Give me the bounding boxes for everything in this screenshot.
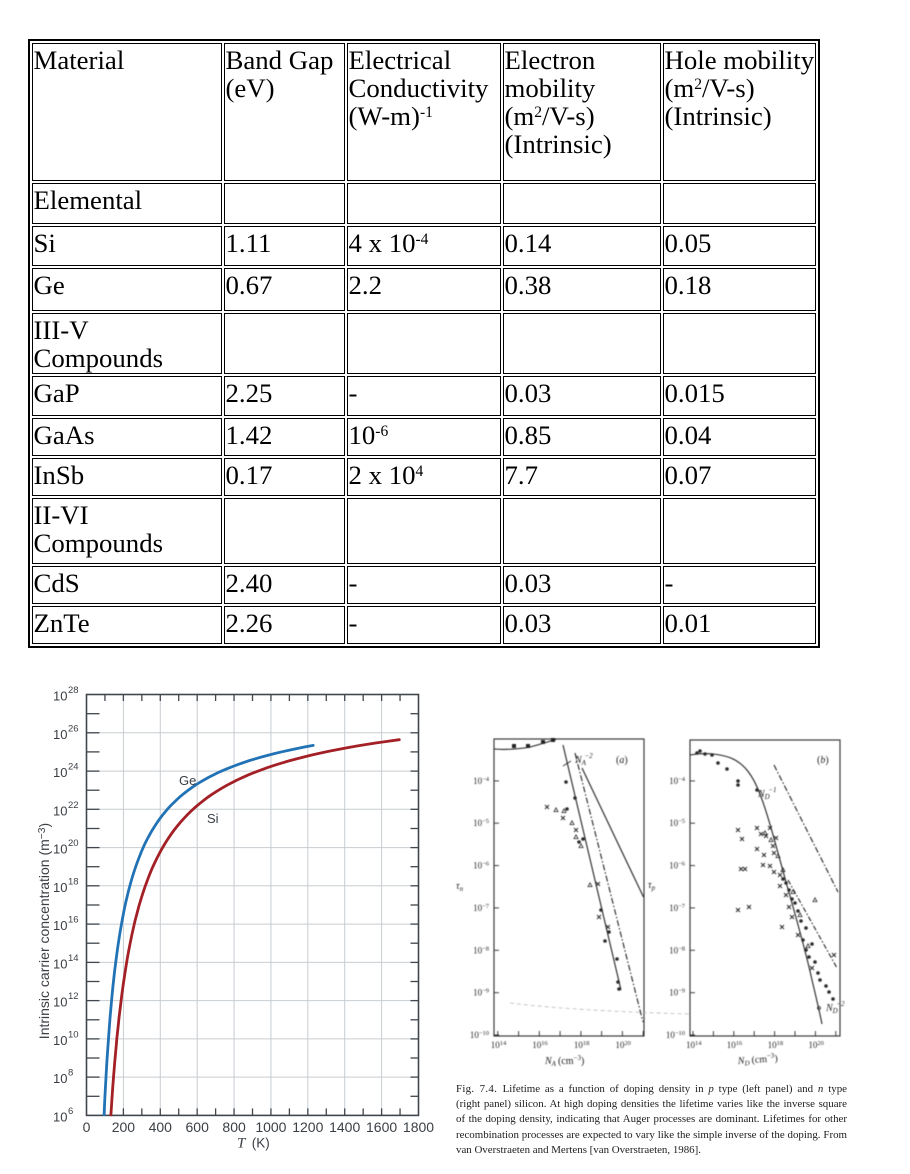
svg-text:10−4: 10−4 <box>669 776 686 786</box>
svg-text:(a): (a) <box>616 755 628 766</box>
svg-text:10: 10 <box>53 918 67 933</box>
svg-text:12: 12 <box>68 991 79 1002</box>
svg-text:τp: τp <box>648 880 656 892</box>
svg-text:NA (cm−3): NA (cm−3) <box>544 1054 584 1068</box>
svg-text:1020: 1020 <box>808 1040 824 1050</box>
svg-text:10−7: 10−7 <box>473 903 490 913</box>
svg-text:1800: 1800 <box>403 1119 434 1135</box>
svg-text:10−9: 10−9 <box>669 988 685 998</box>
svg-text:20: 20 <box>68 838 79 849</box>
svg-text:16: 16 <box>68 915 79 926</box>
svg-text:1014: 1014 <box>491 1040 507 1050</box>
svg-text:0: 0 <box>83 1119 91 1135</box>
svg-text:10: 10 <box>53 689 67 704</box>
svg-text:NA−2: NA−2 <box>574 752 593 767</box>
svg-text:10−4: 10−4 <box>473 776 490 786</box>
svg-text:10: 10 <box>53 956 67 971</box>
svg-text:ND−2: ND−2 <box>825 1000 845 1015</box>
svg-text:10−5: 10−5 <box>473 818 489 828</box>
svg-text:τn: τn <box>456 881 464 893</box>
svg-text:400: 400 <box>149 1119 173 1135</box>
svg-text:26: 26 <box>68 723 79 734</box>
svg-text:6: 6 <box>68 1106 73 1117</box>
svg-text:10−7: 10−7 <box>669 903 686 913</box>
svg-text:24: 24 <box>68 762 79 773</box>
svg-text:1020: 1020 <box>615 1040 631 1050</box>
svg-text:10−10: 10−10 <box>470 1030 489 1040</box>
svg-text:(b): (b) <box>817 755 829 766</box>
svg-text:10: 10 <box>53 1033 67 1048</box>
svg-text:8: 8 <box>68 1068 73 1079</box>
svg-text:10: 10 <box>53 1071 67 1086</box>
svg-text:10: 10 <box>53 995 67 1010</box>
svg-text:T: T <box>237 1136 247 1152</box>
svg-text:10−6: 10−6 <box>669 861 686 871</box>
svg-text:1400: 1400 <box>329 1119 360 1135</box>
svg-text:10−8: 10−8 <box>669 945 685 955</box>
svg-text:Intrinsic carrier concentratio: Intrinsic carrier concentration (m−3) <box>36 823 52 1039</box>
svg-text:Ge: Ge <box>179 773 196 788</box>
svg-text:10−10: 10−10 <box>666 1030 685 1040</box>
svg-text:14: 14 <box>68 953 79 964</box>
svg-text:10: 10 <box>53 880 67 895</box>
svg-text:10: 10 <box>53 765 67 780</box>
svg-text:200: 200 <box>112 1119 136 1135</box>
svg-text:1018: 1018 <box>574 1040 590 1050</box>
svg-text:1018: 1018 <box>768 1040 784 1050</box>
svg-text:10: 10 <box>53 803 67 818</box>
svg-text:600: 600 <box>186 1119 210 1135</box>
svg-text:(K): (K) <box>248 1136 270 1151</box>
svg-text:10−8: 10−8 <box>473 945 489 955</box>
svg-text:22: 22 <box>68 800 79 811</box>
svg-text:ND (cm−3): ND (cm−3) <box>736 1051 778 1068</box>
svg-text:28: 28 <box>68 685 79 696</box>
svg-text:1016: 1016 <box>532 1040 548 1050</box>
svg-text:10−6: 10−6 <box>473 861 490 871</box>
svg-text:18: 18 <box>68 876 79 887</box>
svg-text:Si: Si <box>207 811 219 826</box>
svg-text:10−5: 10−5 <box>669 818 685 828</box>
svg-text:1000: 1000 <box>255 1119 286 1135</box>
svg-text:1014: 1014 <box>686 1040 702 1050</box>
svg-text:10: 10 <box>53 727 67 742</box>
svg-text:10: 10 <box>53 842 67 857</box>
svg-text:10: 10 <box>68 1029 79 1040</box>
svg-text:10: 10 <box>53 1109 67 1124</box>
svg-text:10−9: 10−9 <box>473 988 489 998</box>
svg-text:800: 800 <box>222 1119 246 1135</box>
svg-text:1200: 1200 <box>292 1119 323 1135</box>
svg-text:1016: 1016 <box>727 1040 743 1050</box>
svg-text:1600: 1600 <box>366 1119 397 1135</box>
